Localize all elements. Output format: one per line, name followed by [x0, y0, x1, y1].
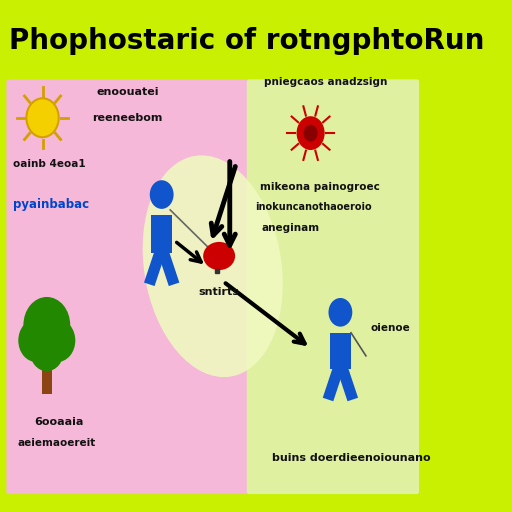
Circle shape: [304, 125, 317, 141]
Circle shape: [296, 116, 325, 150]
Text: 6ooaaia: 6ooaaia: [34, 417, 83, 428]
Text: pniegcaos anadzsign: pniegcaos anadzsign: [264, 77, 387, 87]
Ellipse shape: [203, 242, 235, 270]
Text: buins doerdieenoiounano: buins doerdieenoiounano: [272, 453, 431, 463]
Text: sntirts: sntirts: [199, 287, 240, 297]
Text: enoouatei: enoouatei: [96, 87, 159, 97]
Text: mikeona painogroec: mikeona painogroec: [260, 182, 379, 192]
FancyBboxPatch shape: [41, 364, 52, 394]
FancyBboxPatch shape: [6, 79, 249, 494]
Text: aeiemaoereit: aeiemaoereit: [17, 438, 95, 448]
FancyBboxPatch shape: [330, 333, 351, 369]
Circle shape: [24, 297, 70, 353]
FancyBboxPatch shape: [151, 215, 173, 253]
Text: inokuncanothaoeroio: inokuncanothaoeroio: [255, 202, 372, 212]
Circle shape: [30, 330, 64, 371]
Circle shape: [18, 319, 54, 362]
Text: reeneebom: reeneebom: [93, 113, 163, 123]
Text: oainb 4eoa1: oainb 4eoa1: [13, 159, 86, 169]
Ellipse shape: [143, 155, 283, 377]
Text: aneginam: aneginam: [262, 223, 320, 233]
FancyBboxPatch shape: [247, 79, 419, 494]
Circle shape: [329, 298, 352, 327]
Text: Phophostaric of rotngphtoRun: Phophostaric of rotngphtoRun: [9, 27, 484, 55]
Text: oienoe: oienoe: [370, 323, 410, 333]
Circle shape: [27, 98, 59, 137]
Circle shape: [150, 180, 174, 209]
Text: pyainbabac: pyainbabac: [13, 198, 89, 211]
Circle shape: [39, 319, 75, 362]
FancyBboxPatch shape: [0, 0, 425, 82]
